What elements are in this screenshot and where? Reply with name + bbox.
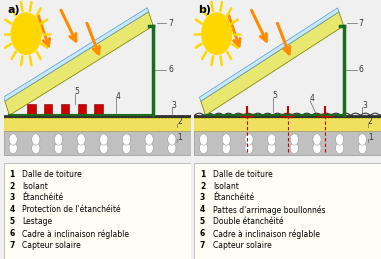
Text: Pattes d'arrimage boullonnés: Pattes d'arrimage boullonnés [213, 205, 325, 215]
Circle shape [313, 142, 321, 154]
Circle shape [336, 134, 344, 145]
Text: 3: 3 [200, 193, 205, 203]
Circle shape [77, 142, 85, 154]
Text: 6: 6 [200, 229, 205, 238]
Circle shape [245, 134, 253, 145]
Text: Isolant: Isolant [22, 182, 48, 191]
Circle shape [9, 142, 17, 154]
Polygon shape [5, 12, 153, 115]
Polygon shape [3, 8, 149, 101]
Circle shape [11, 13, 41, 54]
Text: 5: 5 [75, 88, 80, 96]
Circle shape [100, 142, 108, 154]
Circle shape [267, 134, 276, 145]
Text: 6: 6 [10, 229, 14, 238]
Text: 3: 3 [172, 101, 177, 110]
Bar [4, 118, 190, 131]
Circle shape [222, 134, 231, 145]
Polygon shape [199, 8, 339, 101]
Circle shape [122, 142, 131, 154]
Text: 3: 3 [10, 193, 14, 203]
Text: 7: 7 [10, 241, 15, 250]
Bar [194, 163, 381, 259]
Text: b): b) [198, 5, 211, 15]
Text: 1: 1 [178, 133, 182, 142]
Text: Dalle de toiture: Dalle de toiture [22, 170, 82, 179]
Circle shape [313, 134, 321, 145]
Circle shape [202, 13, 232, 54]
Text: 2: 2 [200, 182, 205, 191]
Text: 5: 5 [200, 217, 205, 226]
Text: 6: 6 [168, 66, 173, 74]
Circle shape [267, 142, 276, 154]
Circle shape [245, 142, 253, 154]
Circle shape [77, 134, 85, 145]
Circle shape [9, 134, 17, 145]
Circle shape [54, 142, 62, 154]
Circle shape [200, 142, 208, 154]
Text: 5: 5 [10, 217, 14, 226]
Text: Étanchéité: Étanchéité [22, 193, 64, 203]
Text: 7: 7 [359, 19, 363, 28]
Text: Étanchéité: Étanchéité [213, 193, 254, 203]
Text: Lestage: Lestage [22, 217, 53, 226]
Text: Cadre à inclinaison réglable: Cadre à inclinaison réglable [213, 229, 320, 239]
Text: 1: 1 [10, 170, 14, 179]
Circle shape [222, 142, 231, 154]
Bar [94, 104, 103, 115]
Text: 4: 4 [310, 95, 315, 103]
Text: Dalle de toiture: Dalle de toiture [213, 170, 273, 179]
Text: 4: 4 [116, 92, 121, 101]
Circle shape [200, 134, 208, 145]
Text: Cadre à inclinaison réglable: Cadre à inclinaison réglable [22, 229, 130, 239]
Circle shape [145, 134, 153, 145]
Text: 2: 2 [368, 117, 373, 126]
Text: 4: 4 [10, 205, 14, 214]
Text: 1: 1 [368, 133, 373, 142]
Bar [194, 115, 381, 118]
Text: Isolant: Isolant [213, 182, 239, 191]
Circle shape [32, 142, 40, 154]
Circle shape [336, 142, 344, 154]
Bar [44, 104, 52, 115]
Bar [4, 163, 190, 259]
Circle shape [54, 134, 62, 145]
Bar [194, 131, 381, 155]
Circle shape [290, 134, 298, 145]
Text: 2: 2 [10, 182, 14, 191]
Circle shape [32, 134, 40, 145]
Circle shape [290, 142, 298, 154]
Circle shape [100, 134, 108, 145]
Text: 6: 6 [359, 66, 363, 74]
Circle shape [358, 142, 367, 154]
Bar [27, 104, 35, 115]
Text: a): a) [8, 5, 20, 15]
Bar [78, 104, 86, 115]
Bar [61, 104, 69, 115]
Circle shape [168, 142, 176, 154]
Circle shape [168, 134, 176, 145]
Text: 5: 5 [273, 91, 278, 100]
Circle shape [145, 142, 153, 154]
Text: Protection de l'étanchéité: Protection de l'étanchéité [22, 205, 121, 214]
Circle shape [122, 134, 131, 145]
Text: 1: 1 [200, 170, 205, 179]
Text: Double étanchéité: Double étanchéité [213, 217, 283, 226]
Bar [4, 131, 190, 155]
Text: 7: 7 [168, 19, 173, 28]
Text: Capteur solaire: Capteur solaire [213, 241, 272, 250]
Text: 7: 7 [200, 241, 205, 250]
Text: 3: 3 [362, 101, 367, 110]
Text: 2: 2 [178, 117, 182, 126]
Bar [4, 115, 190, 118]
Bar [194, 118, 381, 131]
Text: 4: 4 [200, 205, 205, 214]
Circle shape [358, 134, 367, 145]
Polygon shape [201, 12, 344, 115]
Text: Capteur solaire: Capteur solaire [22, 241, 81, 250]
